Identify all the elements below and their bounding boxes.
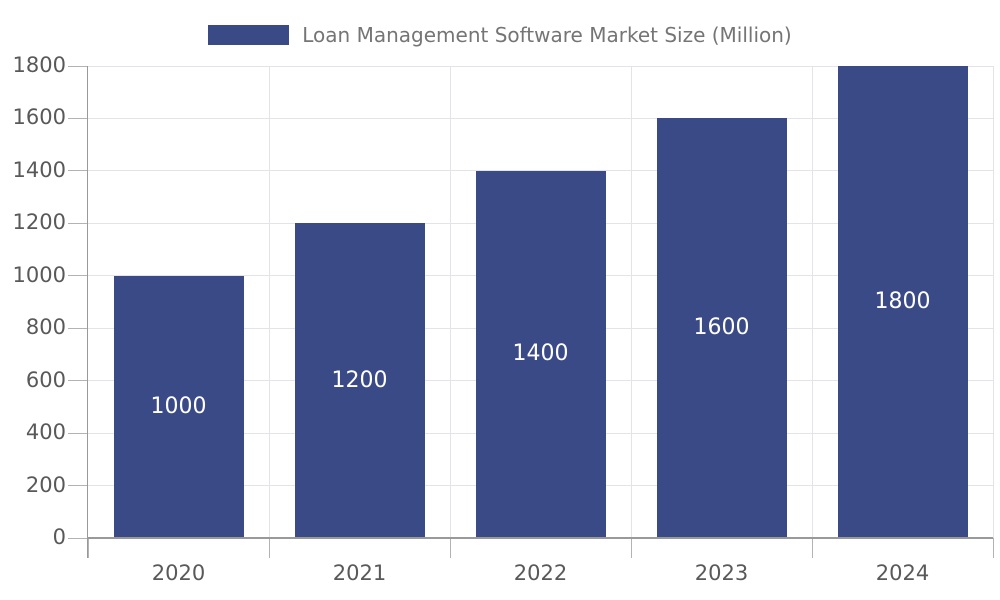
y-tick: [68, 485, 88, 487]
legend-swatch: [208, 25, 290, 45]
x-tick: [992, 538, 994, 558]
x-tick: [449, 538, 451, 558]
x-tick-label: 2020: [151, 561, 206, 585]
v-gridline: [992, 66, 994, 538]
y-tick: [68, 380, 88, 382]
v-gridline: [268, 66, 270, 538]
bar-value-label: 1000: [150, 393, 207, 419]
x-tick-label: 2024: [875, 561, 930, 585]
bar[interactable]: [475, 170, 606, 538]
bar[interactable]: [113, 275, 244, 538]
legend-label: Loan Management Software Market Size (Mi…: [302, 23, 792, 47]
y-tick-label: 1600: [12, 105, 66, 130]
y-tick: [68, 432, 88, 434]
x-tick-label: 2021: [332, 561, 387, 585]
y-tick-label: 1200: [12, 210, 66, 235]
x-tick: [630, 538, 632, 558]
y-tick: [68, 65, 88, 67]
x-tick: [811, 538, 813, 558]
y-tick: [68, 170, 88, 172]
y-tick-label: 1400: [12, 157, 66, 182]
y-tick-label: 600: [25, 367, 66, 392]
y-tick-label: 1800: [12, 53, 66, 78]
y-tick: [68, 537, 88, 539]
y-tick: [68, 327, 88, 329]
y-tick-label: 400: [25, 420, 66, 445]
x-tick-label: 2022: [513, 561, 568, 585]
bar-value-label: 1400: [512, 341, 569, 367]
y-tick: [68, 222, 88, 224]
x-tick: [268, 538, 270, 558]
y-tick: [68, 117, 88, 119]
h-gridline: [88, 117, 993, 119]
y-tick-label: 200: [25, 472, 66, 497]
v-gridline: [630, 66, 632, 538]
y-axis-line: [87, 66, 88, 558]
h-gridline: [88, 65, 993, 67]
y-tick: [68, 275, 88, 277]
x-tick-label: 2023: [694, 561, 749, 585]
x-tick: [87, 538, 89, 558]
x-axis-line: [87, 537, 993, 539]
bar-value-label: 1600: [693, 315, 750, 341]
y-tick-label: 1000: [12, 262, 66, 287]
bar[interactable]: [656, 118, 787, 538]
chart-legend[interactable]: Loan Management Software Market Size (Mi…: [0, 18, 1000, 52]
v-gridline: [449, 66, 451, 538]
bar[interactable]: [837, 66, 968, 538]
y-tick-label: 800: [25, 315, 66, 340]
bar-value-label: 1200: [331, 367, 388, 393]
y-tick-label: 0: [52, 525, 66, 550]
bar-value-label: 1800: [874, 289, 931, 314]
v-gridline: [811, 66, 813, 538]
bar[interactable]: [294, 223, 425, 538]
